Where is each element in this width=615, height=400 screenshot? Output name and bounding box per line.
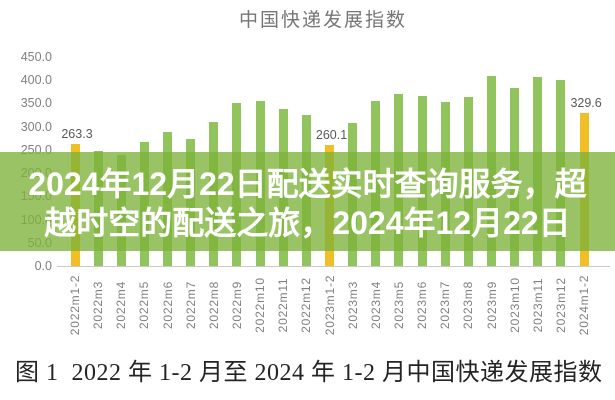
- x-axis-tick-label: 2022m11: [276, 277, 291, 333]
- y-axis-tick-label: 400.0: [20, 73, 52, 88]
- x-axis-tick-label: 2023m10: [507, 277, 522, 333]
- x-axis-tick-label: 2023m6: [415, 280, 430, 330]
- y-axis-tick-label: 300.0: [20, 119, 52, 134]
- x-axis-tick-label: 2023m11: [530, 277, 545, 333]
- overlay-title-line2: 越时空的配送之旅，2024年12月22日: [44, 205, 571, 241]
- x-axis-tick-label: 2024m1-2: [577, 274, 592, 336]
- figure-caption: 图 1 2022 年 1-2 月至 2024 年 1-2 月中国快递发展指数: [15, 360, 603, 386]
- overlay-banner: 2024年12月22日配送实时查询服务，超 越时空的配送之旅，2024年12月2…: [0, 152, 615, 251]
- x-axis-tick-label: 2023m12: [553, 277, 568, 333]
- x-axis-tick-label: 2022m6: [160, 280, 175, 330]
- x-axis-tick-label: 2022m9: [229, 280, 244, 330]
- x-axis-tick-label: 2022m5: [137, 280, 152, 330]
- x-axis-tick-label: 2023m8: [461, 280, 476, 330]
- x-axis-tick-label: 2022m10: [253, 277, 268, 333]
- bar-value-label: 329.6: [570, 95, 602, 110]
- x-axis-tick-label: 2022m8: [206, 280, 221, 330]
- x-axis-tick-label: 2023m9: [484, 280, 499, 330]
- x-axis-tick-label: 2023m7: [438, 280, 453, 330]
- chart-title: 中国快递发展指数: [238, 10, 407, 31]
- bar-value-label: 260.1: [315, 128, 348, 143]
- x-axis-tick-label: 2022m3: [91, 280, 106, 330]
- x-axis-tick-label: 2022m1-2: [68, 274, 82, 336]
- x-axis-tick-label: 2022m7: [183, 280, 198, 330]
- overlay-title-line1: 2024年12月22日配送实时查询服务，超: [28, 166, 587, 202]
- x-axis-tick-label: 2023m3: [345, 280, 360, 330]
- x-axis-line: [57, 266, 610, 267]
- x-axis-tick-label: 2023m4: [368, 280, 383, 330]
- x-axis-tick-label: 2022m4: [114, 280, 129, 330]
- y-axis-tick-label: 350.0: [20, 96, 52, 111]
- x-axis-tick-label: 2023m5: [391, 280, 406, 330]
- bar-value-label: 263.3: [61, 126, 93, 141]
- y-axis-tick-label: 450.0: [20, 50, 52, 64]
- x-axis-tick-label: 2022m12: [299, 277, 314, 333]
- y-axis-tick-label: 0.0: [34, 259, 52, 273]
- x-axis-tick-label: 2023m1-2: [322, 274, 337, 336]
